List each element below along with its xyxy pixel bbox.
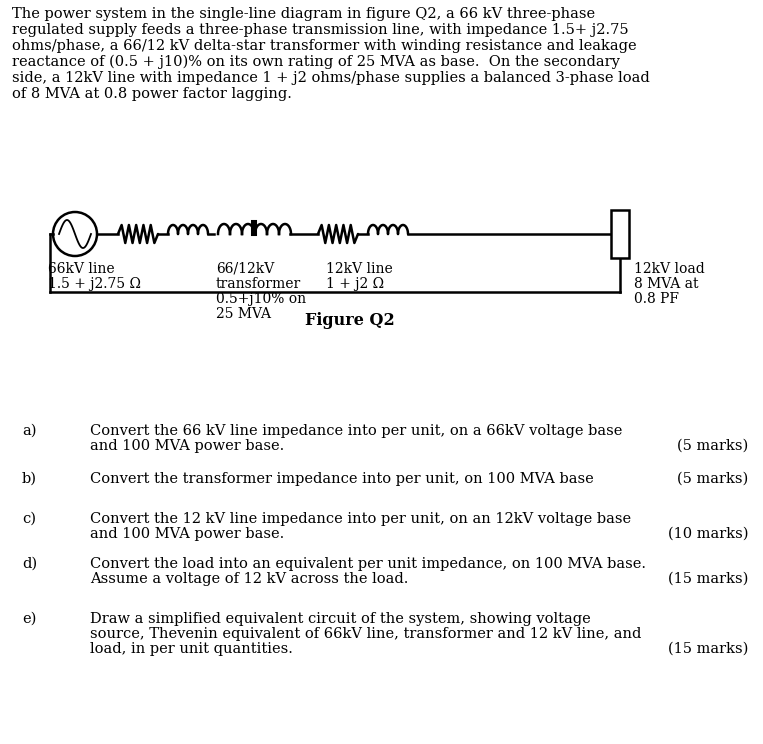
Text: 66/12kV: 66/12kV [216, 262, 274, 276]
Text: Convert the load into an equivalent per unit impedance, on 100 MVA base.: Convert the load into an equivalent per … [90, 557, 646, 571]
Text: transformer: transformer [216, 277, 301, 291]
Text: 0.5+j10% on: 0.5+j10% on [216, 292, 306, 306]
Text: ohms/phase, a 66/12 kV delta-star transformer with winding resistance and leakag: ohms/phase, a 66/12 kV delta-star transf… [12, 39, 636, 53]
Text: d): d) [22, 557, 37, 571]
Text: of 8 MVA at 0.8 power factor lagging.: of 8 MVA at 0.8 power factor lagging. [12, 87, 292, 101]
Text: 8 MVA at: 8 MVA at [634, 277, 698, 291]
Text: (5 marks): (5 marks) [677, 472, 748, 486]
Text: regulated supply feeds a three-phase transmission line, with impedance 1.5+ j2.7: regulated supply feeds a three-phase tra… [12, 23, 629, 37]
Text: 66kV line: 66kV line [48, 262, 114, 276]
Text: source, Thevenin equivalent of 66kV line, transformer and 12 kV line, and: source, Thevenin equivalent of 66kV line… [90, 627, 642, 641]
Text: Convert the transformer impedance into per unit, on 100 MVA base: Convert the transformer impedance into p… [90, 472, 594, 486]
Text: c): c) [22, 512, 36, 526]
Text: and 100 MVA power base.: and 100 MVA power base. [90, 527, 285, 541]
Text: 12kV load: 12kV load [634, 262, 705, 276]
Text: (10 marks): (10 marks) [668, 527, 748, 541]
Text: 25 MVA: 25 MVA [216, 307, 271, 321]
Text: e): e) [22, 612, 37, 626]
Text: The power system in the single-line diagram in figure Q2, a 66 kV three-phase: The power system in the single-line diag… [12, 7, 595, 21]
Text: Draw a simplified equivalent circuit of the system, showing voltage: Draw a simplified equivalent circuit of … [90, 612, 591, 626]
Text: (5 marks): (5 marks) [677, 439, 748, 453]
Text: (15 marks): (15 marks) [668, 642, 748, 656]
Text: side, a 12kV line with impedance 1 + j2 ohms/phase supplies a balanced 3-phase l: side, a 12kV line with impedance 1 + j2 … [12, 71, 650, 85]
Text: Convert the 12 kV line impedance into per unit, on an 12kV voltage base: Convert the 12 kV line impedance into pe… [90, 512, 631, 526]
Text: Figure Q2: Figure Q2 [305, 312, 395, 329]
Text: load, in per unit quantities.: load, in per unit quantities. [90, 642, 293, 656]
Bar [611, 210, 629, 258]
Text: Assume a voltage of 12 kV across the load.: Assume a voltage of 12 kV across the loa… [90, 572, 408, 586]
Text: Convert the 66 kV line impedance into per unit, on a 66kV voltage base: Convert the 66 kV line impedance into pe… [90, 424, 623, 438]
Text: 1.5 + j2.75 Ω: 1.5 + j2.75 Ω [48, 277, 141, 291]
Text: b): b) [22, 472, 37, 486]
Text: 0.8 PF: 0.8 PF [634, 292, 679, 306]
Text: (15 marks): (15 marks) [668, 572, 748, 586]
Text: 12kV line: 12kV line [326, 262, 393, 276]
Text: a): a) [22, 424, 37, 438]
Text: 1 + j2 Ω: 1 + j2 Ω [326, 277, 384, 291]
Text: reactance of (0.5 + j10)% on its own rating of 25 MVA as base.  On the secondary: reactance of (0.5 + j10)% on its own rat… [12, 55, 620, 69]
Text: and 100 MVA power base.: and 100 MVA power base. [90, 439, 285, 453]
